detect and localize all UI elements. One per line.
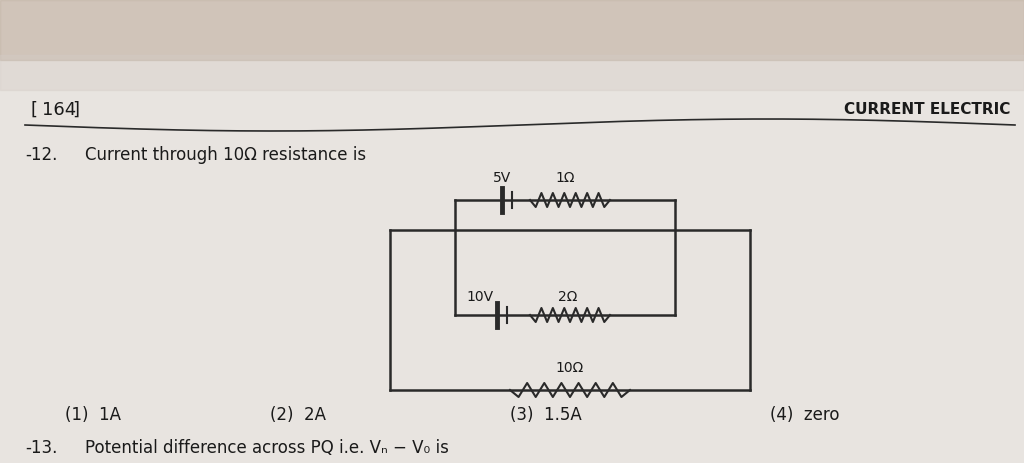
Text: (4)  zero: (4) zero — [770, 406, 840, 424]
Text: [: [ — [30, 101, 37, 119]
Text: 2Ω: 2Ω — [558, 290, 578, 304]
Text: 5V: 5V — [493, 171, 511, 185]
Text: -13.: -13. — [25, 439, 57, 457]
Text: ]: ] — [72, 101, 79, 119]
Text: 164: 164 — [42, 101, 76, 119]
Text: 10V: 10V — [467, 290, 494, 304]
Text: CURRENT ELECTRIC: CURRENT ELECTRIC — [844, 102, 1010, 118]
Text: Current through 10Ω resistance is: Current through 10Ω resistance is — [85, 146, 367, 164]
Text: -12.: -12. — [25, 146, 57, 164]
Text: Potential difference across PQ i.e. Vₙ − V₀ is: Potential difference across PQ i.e. Vₙ −… — [85, 439, 449, 457]
Text: (1)  1A: (1) 1A — [65, 406, 121, 424]
Text: (3)  1.5A: (3) 1.5A — [510, 406, 582, 424]
Text: (2)  2A: (2) 2A — [270, 406, 326, 424]
Text: 10Ω: 10Ω — [556, 361, 584, 375]
Text: 1Ω: 1Ω — [555, 171, 574, 185]
